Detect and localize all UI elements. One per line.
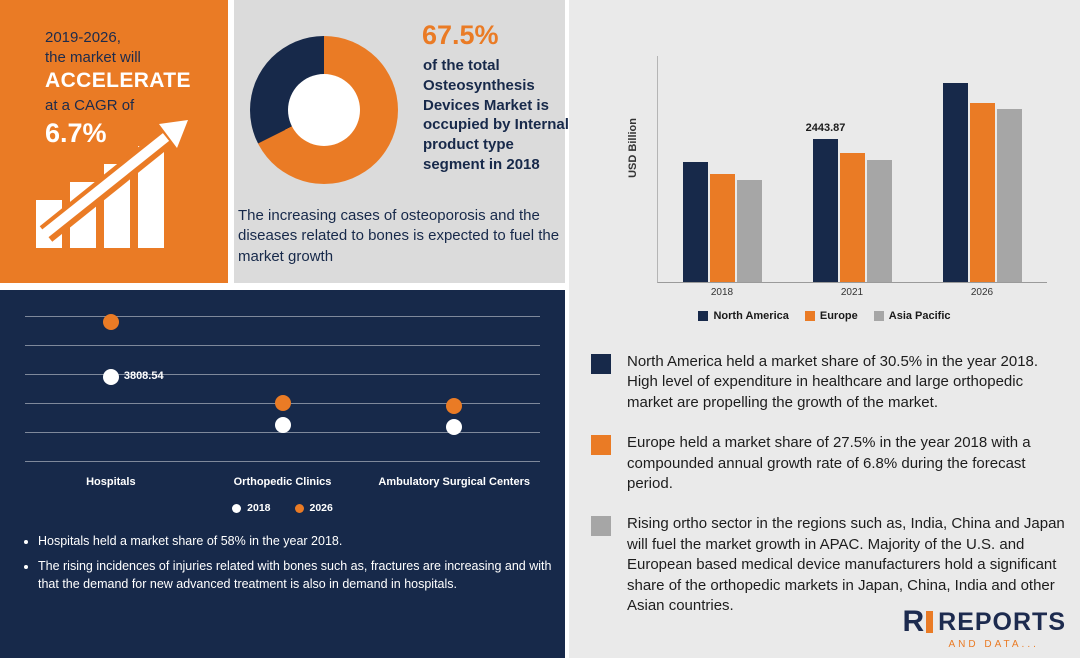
bar-Europe <box>969 102 995 282</box>
legend-square-swatch <box>873 311 884 321</box>
bar-North America <box>683 161 709 282</box>
legend-label: 2018 <box>247 502 271 514</box>
bar-Europe <box>710 173 736 282</box>
regional-insights: North America held a market share of 30.… <box>591 352 1065 636</box>
legend-square-swatch <box>804 311 815 321</box>
bar-legend-item: Asia Pacific <box>873 310 951 322</box>
dot-plot-gridline <box>25 461 540 462</box>
legend-dot-swatch <box>294 503 304 513</box>
insight-item: North America held a market share of 30.… <box>591 352 1065 413</box>
insight-text: Europe held a market share of 27.5% in t… <box>627 434 1031 492</box>
end-user-bullets: Hospitals held a market share of 58% in … <box>22 532 566 600</box>
bar-group: 2443.87 <box>788 122 918 282</box>
bar-North America <box>942 83 968 282</box>
bar-legend-item: North America <box>698 310 789 322</box>
reports-and-data-logo: R REPORTS AND DATA... <box>902 607 1066 651</box>
bar-Asia Pacific <box>867 160 892 282</box>
bar-chart-legend: North America Europe Asia Pacific <box>569 310 1080 322</box>
bar-Asia Pacific <box>996 109 1022 282</box>
promo-line2: the market will <box>45 48 141 66</box>
donut-panel: 67.5% of the total Osteosynthesis Device… <box>234 0 569 283</box>
cagr-text-block: 2019-2026, the market will ACCELERATE at… <box>45 28 191 149</box>
bar-chart-ticks: 2018 2021 2026 <box>657 287 1047 298</box>
logo-mark: R <box>902 605 925 638</box>
legend-label: North America <box>713 310 789 322</box>
legend-label: 2026 <box>309 502 333 514</box>
logo-bar-icon <box>926 611 934 633</box>
bullet-item: The rising incidences of injuries relate… <box>38 557 566 593</box>
bar-group <box>917 83 1047 282</box>
insight-item: Europe held a market share of 27.5% in t… <box>591 433 1065 494</box>
market-growth-note: The increasing cases of osteoporosis and… <box>238 207 560 265</box>
axis-tick-label: 2026 <box>970 287 994 298</box>
dot-plot-categories: Hospitals Orthopedic Clinics Ambulatory Su… <box>25 476 540 488</box>
bar-North America: 2443.87 <box>806 122 845 282</box>
promo-period: 2019-2026, <box>45 29 121 46</box>
bar-chart-ylabel: USD Billion <box>627 118 639 178</box>
category-label: Ambulatory Surgical Centers <box>378 476 530 488</box>
bar-legend-item: Europe <box>804 310 858 322</box>
data-point-2026 <box>446 397 463 414</box>
promo-cagr-value: 6.7% <box>45 117 107 148</box>
regional-panel: USD Billion 2443.87 2018 2021 2026 North A… <box>569 0 1080 658</box>
insight-swatch <box>591 354 611 374</box>
donut-chart <box>250 36 398 184</box>
end-user-dot-plot: 3808.54 <box>25 302 540 474</box>
legend-dot-swatch <box>232 503 242 513</box>
axis-tick-label: 2018 <box>710 287 734 298</box>
internal-share-stat: 67.5% <box>422 20 499 50</box>
data-point-2026 <box>102 313 119 330</box>
bar-Europe <box>840 153 865 282</box>
dot-plot-gridline <box>25 374 540 375</box>
insight-swatch <box>591 516 611 537</box>
dot-plot-gridline <box>25 345 540 346</box>
data-point-2018 <box>446 419 463 436</box>
bullet-item: Hospitals held a market share of 58% in … <box>38 532 566 550</box>
legend-square-swatch <box>698 311 709 321</box>
bar-value-label: 2443.87 <box>805 121 846 134</box>
promo-cagr-label: at a CAGR of <box>45 97 135 114</box>
dot-legend-item: 2018 <box>232 502 271 514</box>
donut-hole <box>288 74 360 146</box>
cagr-panel: 2019-2026, the market will ACCELERATE at… <box>0 0 228 283</box>
dot-plot-legend: 2018 2026 <box>0 502 565 514</box>
promo-accelerate: ACCELERATE <box>45 69 191 92</box>
data-point-2018 <box>102 368 119 385</box>
logo-tagline: AND DATA... <box>948 639 1039 650</box>
legend-label: Europe <box>819 310 858 322</box>
legend-label: Asia Pacific <box>888 310 951 322</box>
logo-row: R REPORTS <box>902 607 1066 637</box>
data-point-2018 <box>274 417 291 434</box>
end-user-panel: 3808.54 Hospitals Orthopedic Clinics Ambul… <box>0 290 565 658</box>
regional-bar-chart: 2443.87 <box>657 56 1047 283</box>
logo-word: REPORTS <box>938 607 1066 636</box>
dot-legend-item: 2026 <box>294 502 333 514</box>
insight-text: Rising ortho sector in the regions such … <box>627 515 1065 614</box>
insight-text: North America held a market share of 30.… <box>627 353 1039 411</box>
category-label: Hospitals <box>86 476 136 488</box>
bar-Asia Pacific <box>737 179 763 282</box>
data-point-value: 3808.54 <box>123 369 164 382</box>
insight-swatch <box>591 435 611 456</box>
data-point-2026 <box>274 394 291 411</box>
internal-share-desc: of the total Osteosynthesis Devices Mark… <box>423 57 569 173</box>
insight-item: Rising ortho sector in the regions such … <box>591 514 1065 616</box>
growth-arrow-icon <box>36 120 188 248</box>
axis-tick-label: 2021 <box>840 287 864 298</box>
category-label: Orthopedic Clinics <box>233 476 332 488</box>
dot-plot-gridline <box>25 316 540 317</box>
bar-group <box>658 161 788 282</box>
